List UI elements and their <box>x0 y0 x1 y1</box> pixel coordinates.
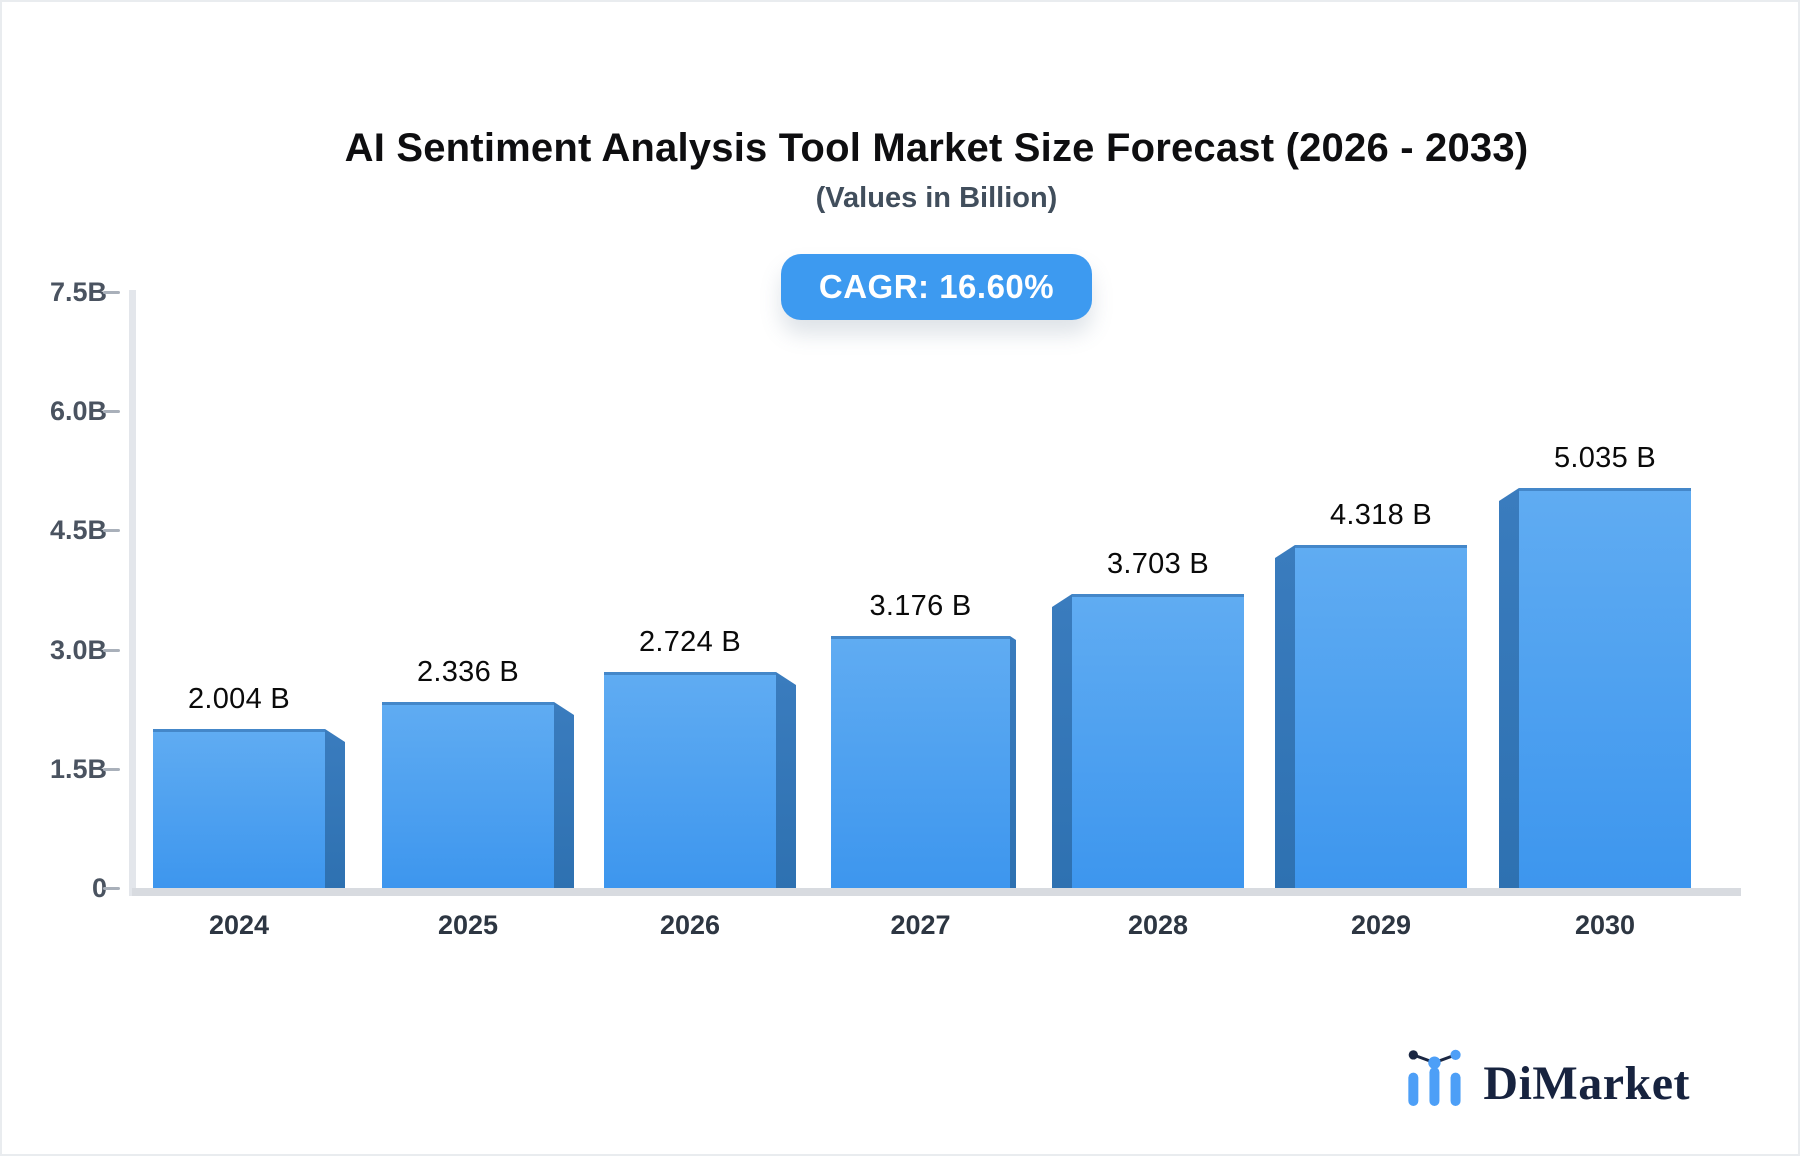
y-tick-label: 3.0B <box>49 635 107 665</box>
bar-2024 <box>153 729 345 888</box>
bar-value-label: 3.703 B <box>1106 548 1210 580</box>
x-axis-label-2029: 2029 <box>1350 910 1412 940</box>
bar-side-face <box>1275 545 1295 888</box>
dimarket-logo: DiMarket <box>1401 1046 1690 1108</box>
bar-side-face <box>1052 594 1072 888</box>
trend-bars-icon <box>1408 1049 1462 1106</box>
bar-value-label: 3.176 B <box>869 590 972 622</box>
x-axis-label-2030: 2030 <box>1574 910 1636 940</box>
bar-2030 <box>1499 488 1691 888</box>
bar-face <box>1519 488 1691 888</box>
cagr-badge: CAGR: 16.60% <box>780 254 1093 320</box>
y-tick-mark <box>103 768 120 771</box>
y-tick-label: 7.5B <box>49 277 107 307</box>
x-axis-label-2026: 2026 <box>659 910 721 940</box>
y-tick-label: 4.5B <box>49 515 107 545</box>
bar-value-label: 2.004 B <box>187 683 291 715</box>
bar-face <box>153 729 325 888</box>
x-axis-label-2024: 2024 <box>208 910 270 940</box>
bar-face <box>1295 545 1467 888</box>
bar-value-label: 2.724 B <box>638 626 742 658</box>
y-tick-mark <box>103 529 120 532</box>
y-tick-mark <box>103 887 120 890</box>
bar-side-face <box>325 729 345 888</box>
y-tick-mark <box>103 649 120 652</box>
bar-2027 <box>831 636 1016 888</box>
bar-face <box>1072 594 1244 888</box>
bar-face <box>382 702 554 888</box>
bar-side-face <box>1010 636 1016 888</box>
bar-value-label: 4.318 B <box>1329 499 1433 531</box>
bar-side-face <box>554 702 574 888</box>
logo-text: DiMarket <box>1483 1057 1690 1110</box>
x-axis-label-2028: 2028 <box>1127 910 1189 940</box>
bar-value-label: 5.035 B <box>1553 442 1657 474</box>
y-tick-label: 6.0B <box>49 396 107 426</box>
x-axis-label-2027: 2027 <box>890 910 951 940</box>
x-axis-label-2025: 2025 <box>437 910 499 940</box>
bar-side-face <box>1499 488 1519 888</box>
chart-title: AI Sentiment Analysis Tool Market Size F… <box>344 126 1529 170</box>
y-tick-mark <box>103 291 120 294</box>
bar-value-label: 2.336 B <box>416 656 520 688</box>
bar-2025 <box>382 702 574 888</box>
bar-side-face <box>776 672 796 888</box>
y-tick-mark <box>103 410 120 413</box>
cagr-badge-row: CAGR: 16.60% <box>132 254 1741 320</box>
bar-2028 <box>1052 594 1244 888</box>
bar-2029 <box>1275 545 1467 888</box>
y-tick-label: 0 <box>91 873 107 903</box>
bar-face <box>604 672 776 888</box>
y-axis-line <box>129 290 136 896</box>
x-axis-baseline <box>132 888 1741 896</box>
chart-subtitle: (Values in Billion) <box>815 182 1058 214</box>
y-tick-label: 1.5B <box>49 754 107 784</box>
bar-2026 <box>604 672 796 888</box>
bar-face <box>831 636 1010 888</box>
